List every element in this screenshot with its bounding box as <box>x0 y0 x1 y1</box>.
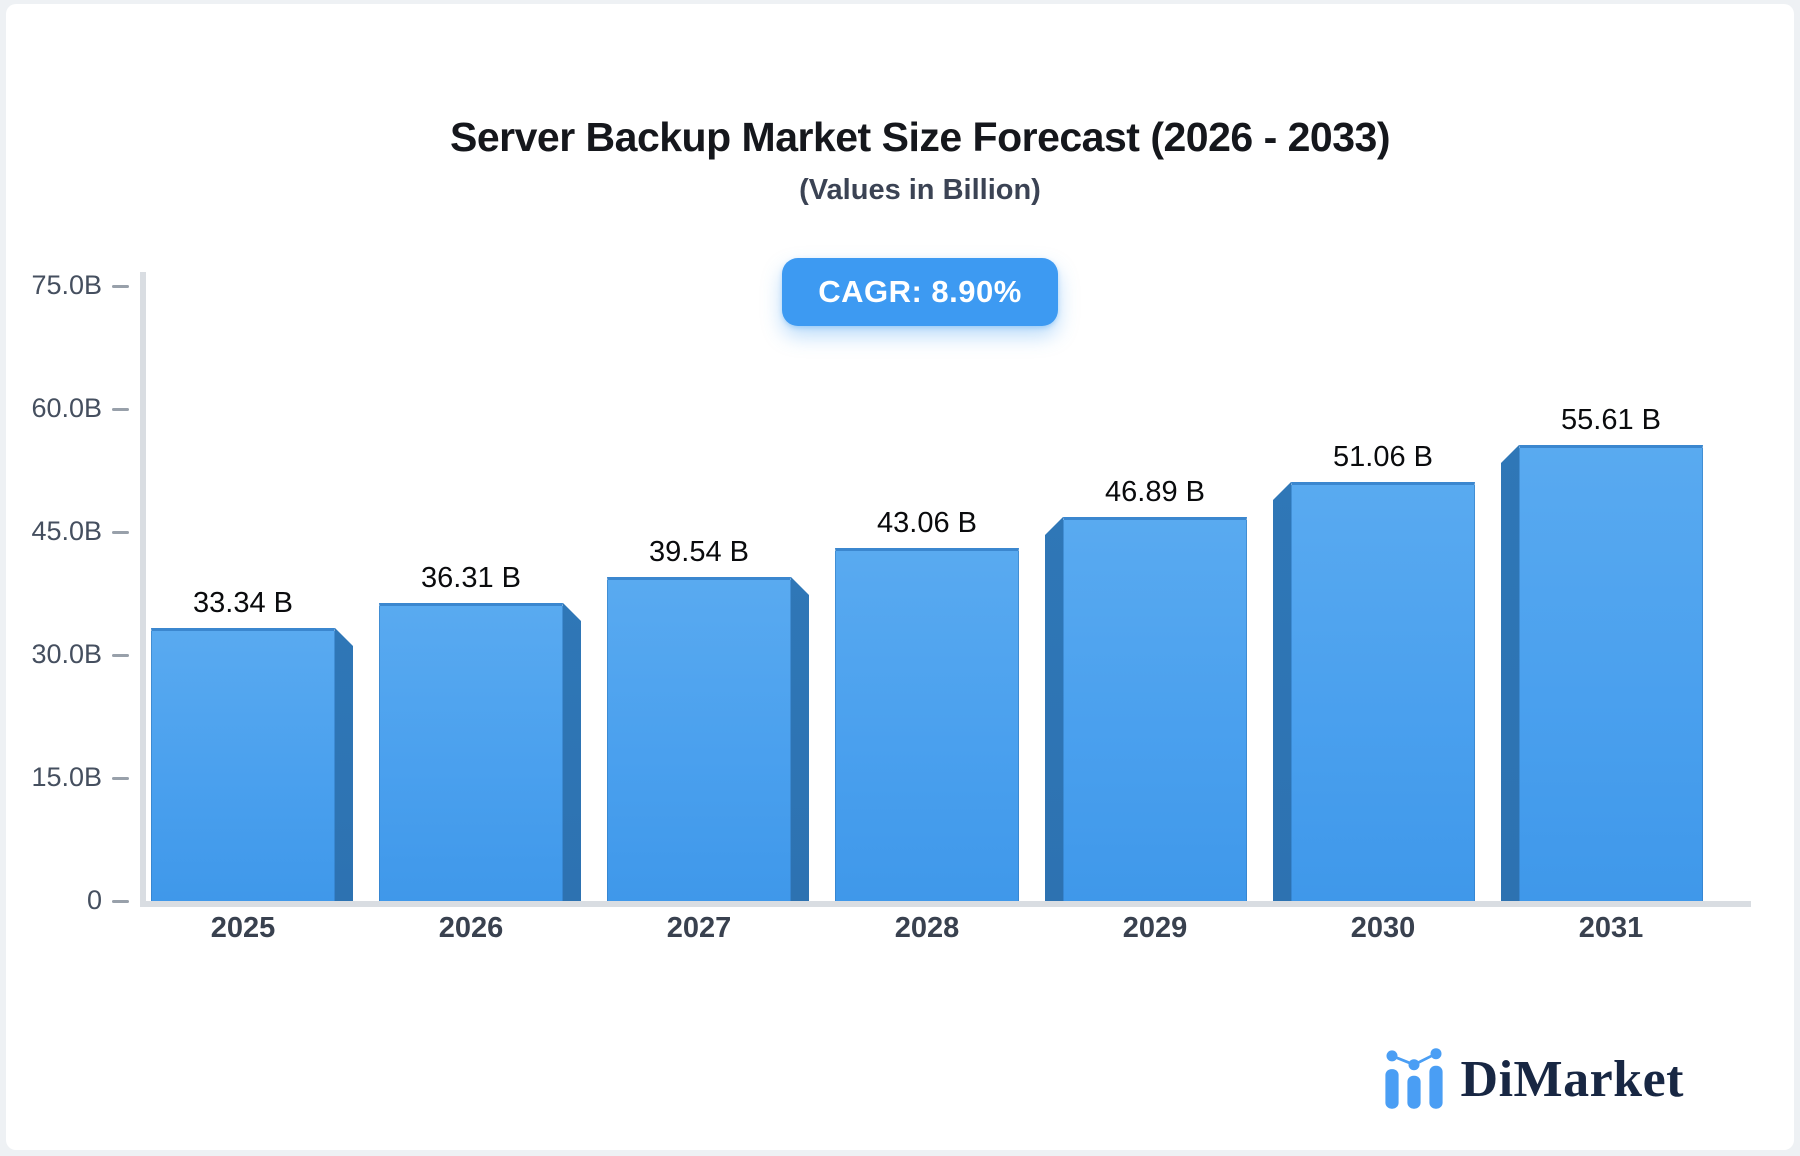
y-axis-tick <box>112 900 129 903</box>
chart-subtitle: (Values in Billion) <box>799 174 1041 206</box>
bar <box>1045 517 1247 901</box>
brand-name: DiMarket <box>1460 1050 1684 1108</box>
bar-side-face <box>1501 445 1519 901</box>
bar-chart: 75.0B 60.0B 45.0B 30.0B 15.0B 0 33.34 B 2025 36.… <box>6 4 1794 1150</box>
y-axis-label: 15.0B <box>31 762 102 792</box>
y-axis-label: 30.0B <box>31 639 102 669</box>
bar-side-face <box>563 603 581 901</box>
x-axis-label: 2030 <box>1350 912 1416 944</box>
bar <box>835 548 1019 901</box>
bar-side-face <box>1045 517 1063 901</box>
bar-value-label: 51.06 B <box>1333 441 1433 473</box>
bar-value-label: 33.34 B <box>193 587 293 619</box>
bar-side-face <box>1273 482 1291 901</box>
bar-line-chart-icon <box>1384 1048 1443 1109</box>
x-axis-label: 2031 <box>1578 912 1644 944</box>
chart-card: Server Backup Market Size Forecast (2026… <box>6 4 1794 1150</box>
y-axis-tick <box>112 531 129 534</box>
bar-front-face <box>1519 445 1703 901</box>
bar-front-face <box>607 577 791 901</box>
brand-logo: DiMarket <box>1381 1046 1684 1112</box>
chart-title: Server Backup Market Size Forecast (2026… <box>449 114 1391 160</box>
bar-front-face <box>1063 517 1247 901</box>
x-axis-label: 2029 <box>1122 912 1188 944</box>
bar-front-face <box>1291 482 1475 901</box>
bar-value-label: 46.89 B <box>1105 476 1205 508</box>
bar-front-face <box>835 548 1019 901</box>
x-axis-label: 2025 <box>210 912 276 944</box>
bar-front-face <box>151 628 335 901</box>
cagr-badge: CAGR: 8.90% <box>782 258 1058 326</box>
bar <box>1273 482 1475 901</box>
bar <box>379 603 581 901</box>
bar <box>151 628 353 901</box>
y-axis-label: 45.0B <box>31 516 102 546</box>
y-axis-label: 75.0B <box>31 270 102 300</box>
y-axis-tick <box>112 654 129 657</box>
x-axis-label: 2028 <box>894 912 960 944</box>
y-axis-line <box>140 272 146 907</box>
x-axis-label: 2026 <box>438 912 504 944</box>
y-axis-label: 0 <box>86 885 102 915</box>
bar <box>607 577 809 901</box>
y-axis-tick <box>112 408 129 411</box>
y-axis-tick <box>112 777 129 780</box>
bar <box>1501 445 1703 901</box>
x-axis-label: 2027 <box>666 912 732 944</box>
x-axis-line <box>140 901 1751 907</box>
bar-side-face <box>335 628 353 901</box>
bar-side-face <box>791 577 809 901</box>
bar-value-label: 39.54 B <box>649 536 749 568</box>
bar-value-label: 43.06 B <box>877 507 977 539</box>
y-axis-label: 60.0B <box>31 393 102 423</box>
bar-front-face <box>379 603 563 901</box>
y-axis-tick <box>112 285 129 288</box>
bar-value-label: 36.31 B <box>421 562 521 594</box>
bar-value-label: 55.61 B <box>1561 404 1661 436</box>
